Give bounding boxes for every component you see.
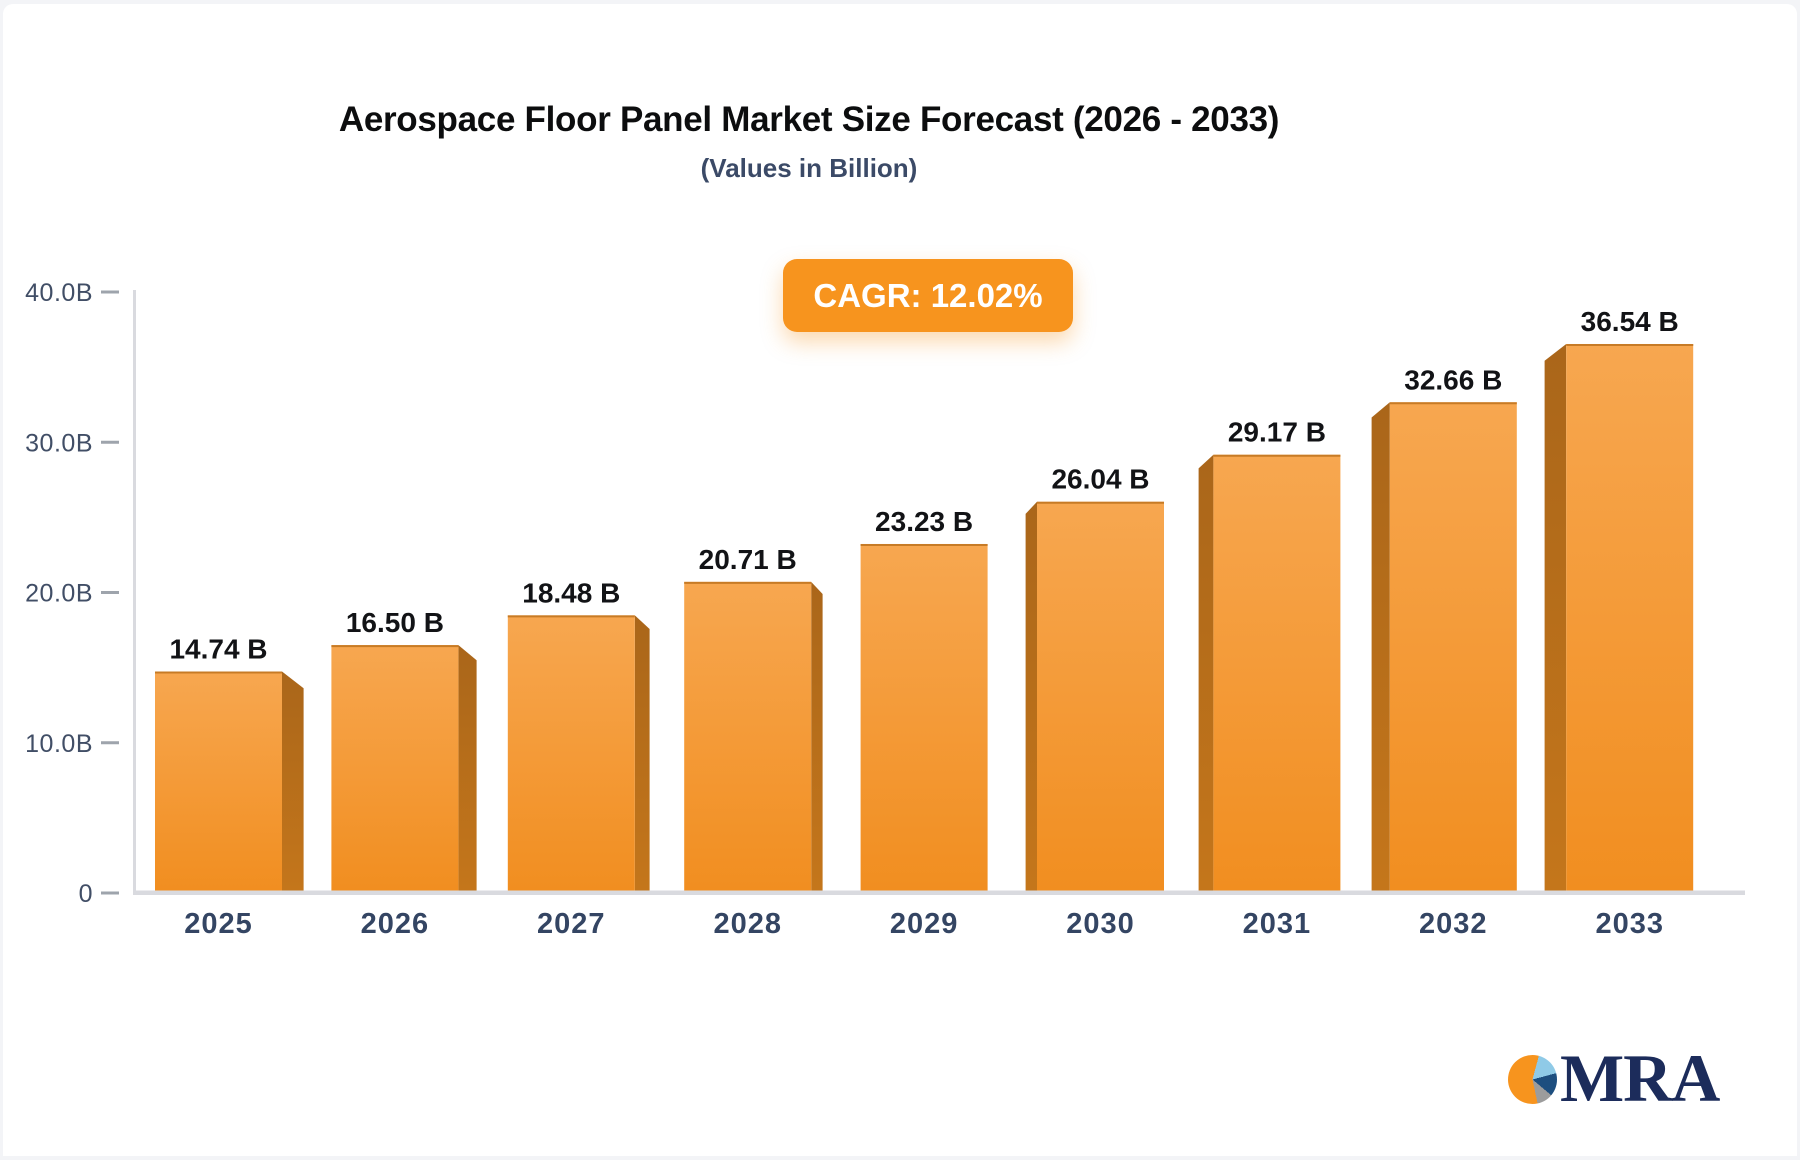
x-axis-label-2033: 2033 [1595, 908, 1664, 940]
y-tick-mark [101, 741, 119, 745]
y-axis-line [133, 290, 136, 895]
bar-value-label: 29.17 B [1228, 417, 1326, 448]
bar-2029 [860, 543, 988, 891]
y-tick-mark [101, 440, 119, 444]
x-axis-label-2029: 2029 [890, 908, 959, 940]
bar-side-face-2025 [282, 671, 304, 891]
bar-value-label: 26.04 B [1051, 464, 1149, 495]
bar-side-face-2030 [1025, 501, 1037, 891]
bar-2026 [331, 645, 459, 891]
bar-side-face-2028 [811, 581, 823, 891]
chart-subtitle: (Values in Billion) [700, 153, 918, 183]
chart-title: Aerospace Floor Panel Market Size Foreca… [338, 100, 1280, 139]
bar-value-label: 14.74 B [169, 634, 267, 665]
bar-value-label: 23.23 B [875, 506, 973, 537]
y-tick-label: 20.0B [25, 580, 93, 608]
bar-side-face-2027 [634, 615, 650, 891]
cagr-badge-label: CAGR: 12.02% [813, 276, 1043, 314]
bar-2027 [507, 615, 635, 891]
y-tick-mark [101, 891, 119, 895]
bar-side-face-2032 [1371, 402, 1390, 891]
bar-value-label: 36.54 B [1581, 306, 1679, 337]
bar-side-face-2033 [1544, 343, 1567, 891]
bar-side-face-2026 [458, 645, 477, 891]
bar-2033 [1566, 343, 1694, 891]
bar-value-label: 20.71 B [699, 544, 797, 575]
y-tick-label: 10.0B [25, 730, 93, 758]
mra-logo-pie-icon [1508, 1054, 1557, 1104]
mra-logo: MRA [1508, 1040, 1720, 1116]
x-axis-label-2026: 2026 [361, 908, 430, 940]
bar-side-face-2031 [1198, 454, 1214, 891]
y-tick-mark [101, 591, 119, 594]
y-tick-label: 30.0B [25, 429, 93, 457]
bar-2028 [684, 581, 812, 891]
bar-chart: 0 10.0B 20.0B 30.0B 40.0B 14.74 B 2025 16.50 B 2… [25, 279, 1745, 940]
x-axis-label-2032: 2032 [1419, 908, 1488, 940]
y-tick-label: 0 [79, 880, 93, 908]
bar-2025 [155, 671, 282, 891]
x-axis-label-2028: 2028 [713, 908, 782, 940]
x-axis-line [133, 890, 1745, 895]
cagr-badge: CAGR: 12.02% [783, 259, 1073, 332]
bar-2030 [1037, 501, 1164, 891]
x-axis-label-2031: 2031 [1243, 908, 1312, 940]
bar-value-label: 16.50 B [346, 607, 444, 638]
x-axis-label-2030: 2030 [1066, 908, 1135, 940]
x-axis-label-2025: 2025 [184, 908, 253, 940]
bar-value-label: 32.66 B [1404, 364, 1502, 395]
bar-2032 [1389, 402, 1517, 891]
y-tick-mark [101, 290, 119, 294]
mra-logo-text: MRA [1560, 1040, 1720, 1116]
y-tick-label: 40.0B [25, 279, 93, 307]
chart-card: Aerospace Floor Panel Market Size Foreca… [3, 4, 1797, 1156]
bar-value-label: 18.48 B [522, 577, 620, 608]
x-axis-label-2027: 2027 [537, 908, 606, 940]
bar-2031 [1213, 454, 1341, 891]
